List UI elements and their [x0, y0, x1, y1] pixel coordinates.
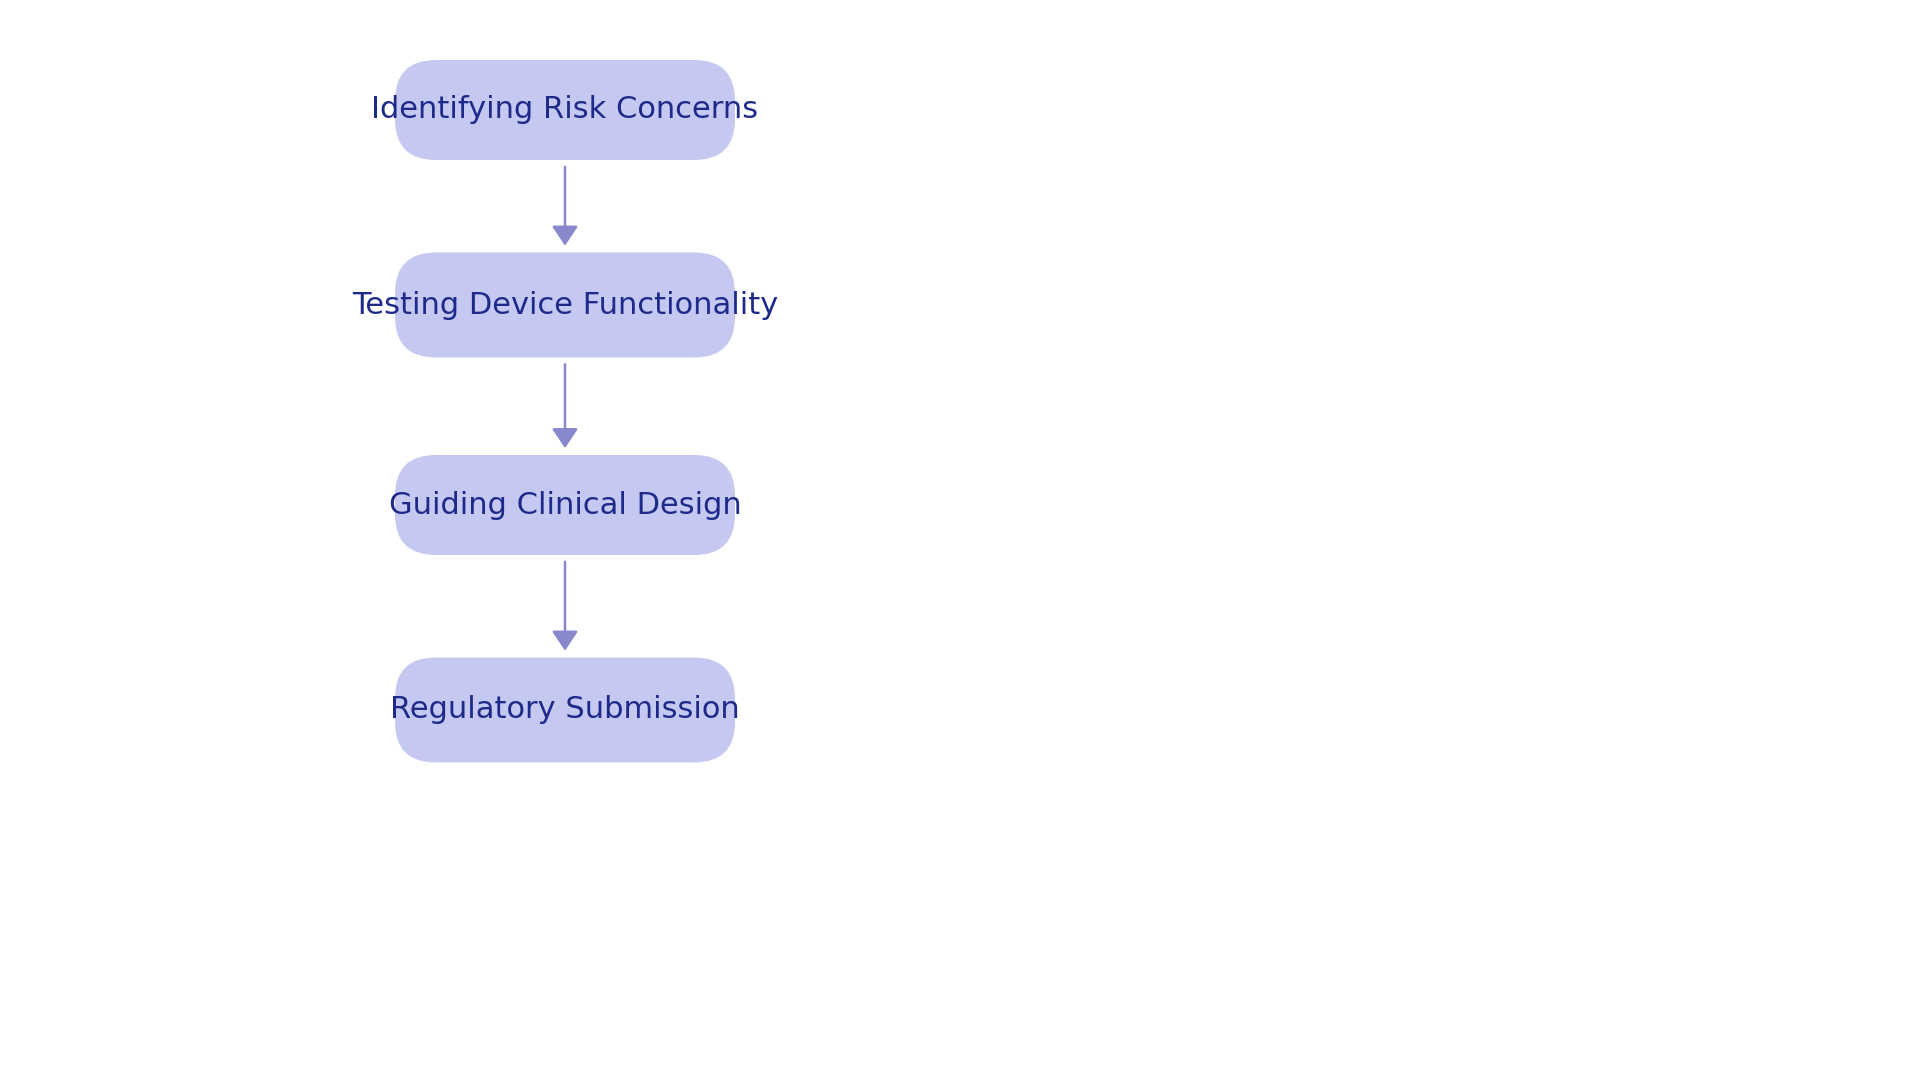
FancyBboxPatch shape [396, 252, 735, 357]
FancyBboxPatch shape [396, 657, 735, 762]
Text: Identifying Risk Concerns: Identifying Risk Concerns [371, 95, 758, 125]
FancyBboxPatch shape [396, 455, 735, 554]
Text: Testing Device Functionality: Testing Device Functionality [351, 290, 778, 319]
Text: Guiding Clinical Design: Guiding Clinical Design [388, 491, 741, 520]
Text: Regulatory Submission: Regulatory Submission [390, 695, 739, 725]
FancyBboxPatch shape [396, 60, 735, 160]
